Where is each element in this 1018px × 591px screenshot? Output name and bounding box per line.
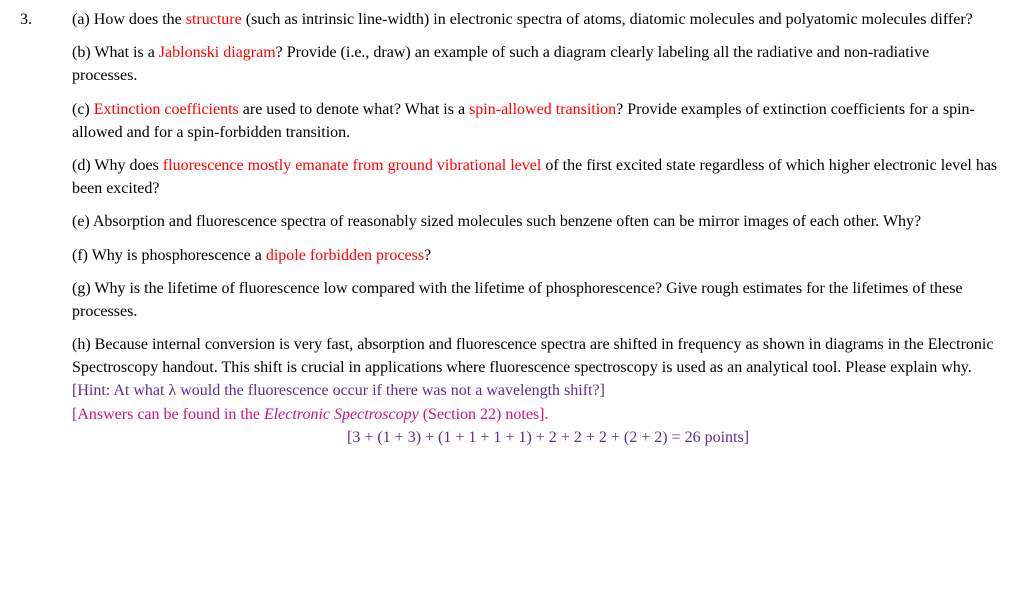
part-h-points: [3 + (1 + 3) + (1 + 1 + 1 + 1) + 2 + 2 +…: [347, 426, 998, 449]
part-g: (g) Why is the lifetime of fluorescence …: [72, 277, 998, 323]
part-b-pre: (b) What is a: [72, 44, 159, 61]
question-number: 3.: [20, 8, 44, 459]
part-f-red1: dipole forbidden process: [266, 247, 424, 264]
part-b: (b) What is a Jablonski diagram? Provide…: [72, 41, 998, 87]
part-f: (f) Why is phosphorescence a dipole forb…: [72, 244, 998, 267]
part-a-pre: (a) How does the: [72, 11, 186, 28]
part-d: (d) Why does fluorescence mostly emanate…: [72, 154, 998, 200]
part-c-mid1: are used to denote what? What is a: [239, 101, 469, 118]
part-f-pre: (f) Why is phosphorescence a: [72, 247, 266, 264]
part-g-text: (g) Why is the lifetime of fluorescence …: [72, 280, 963, 320]
part-d-red1: fluorescence mostly emanate from ground …: [163, 157, 542, 174]
part-e: (e) Absorption and fluorescence spectra …: [72, 210, 998, 233]
part-b-red1: Jablonski diagram: [159, 44, 276, 61]
part-d-pre: (d) Why does: [72, 157, 163, 174]
part-h-answers-italic: Electronic Spectroscopy: [264, 406, 419, 423]
part-a-red1: structure: [186, 11, 242, 28]
question-body: (a) How does the structure (such as intr…: [72, 8, 998, 459]
part-h-answers-post: (Section 22) notes].: [419, 406, 549, 423]
part-h-text: (h) Because internal conversion is very …: [72, 333, 998, 379]
part-c-pre: (c): [72, 101, 94, 118]
part-c-red1: Extinction coefficients: [94, 101, 239, 118]
part-h-answers: [Answers can be found in the Electronic …: [72, 403, 998, 426]
part-c-red2: spin-allowed transition: [469, 101, 616, 118]
question-container: 3. (a) How does the structure (such as i…: [20, 8, 998, 459]
part-a: (a) How does the structure (such as intr…: [72, 8, 998, 31]
part-h: (h) Because internal conversion is very …: [72, 333, 998, 449]
part-a-post: (such as intrinsic line-width) in electr…: [242, 11, 973, 28]
part-h-hint: [Hint: At what λ would the fluorescence …: [72, 379, 998, 402]
part-e-text: (e) Absorption and fluorescence spectra …: [72, 213, 921, 230]
part-h-answers-pre: [Answers can be found in the: [72, 406, 264, 423]
part-f-post: ?: [424, 247, 431, 264]
part-c: (c) Extinction coefficients are used to …: [72, 98, 998, 144]
